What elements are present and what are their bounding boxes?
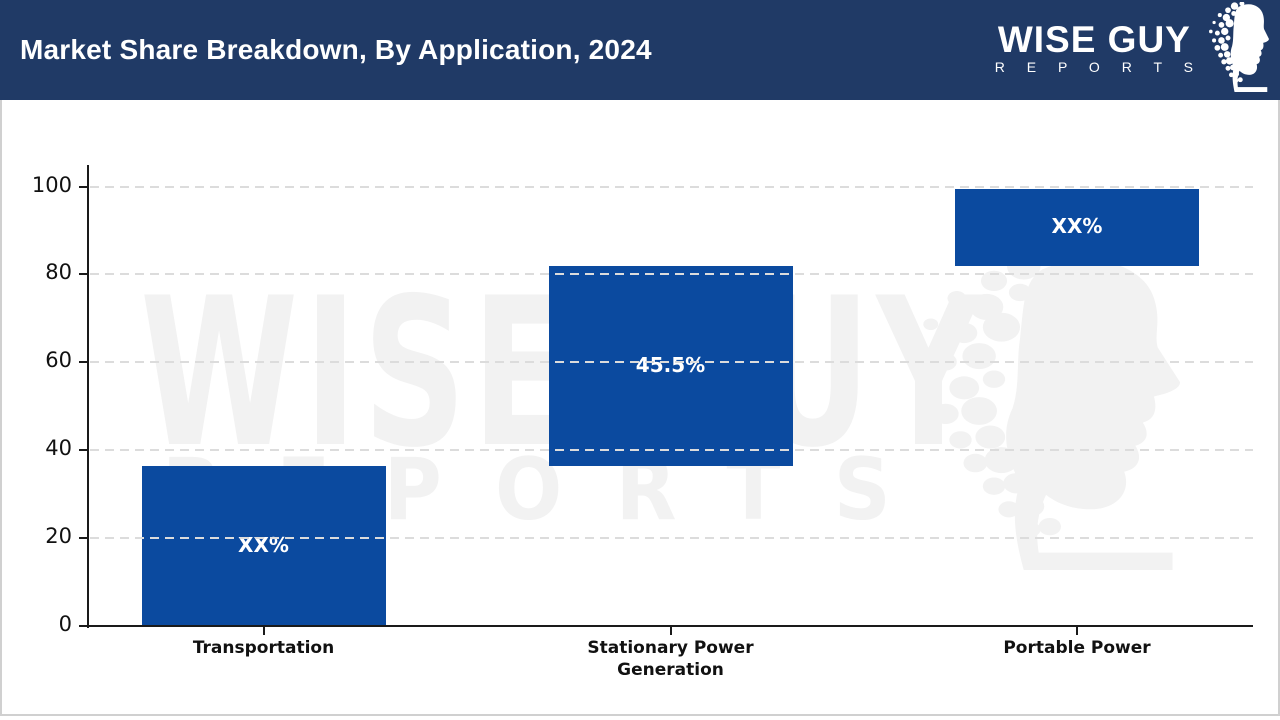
y-axis-tick-label: 40 [45,436,72,461]
gridline-20 [90,537,1253,540]
y-axis-tick-60 [79,361,88,364]
bar-value-label: 45.5% [635,352,706,377]
bar-portable-power: XX% [955,188,1199,266]
x-axis-tick-stationary-power-generation [669,627,672,635]
category-label-stationary-power-generation: Stationary Power Generation [501,638,841,682]
gridline-40 [90,449,1253,452]
category-label-line: Portable Power [1003,638,1151,658]
logo-subtitle: R E P O R T S [994,58,1202,75]
x-axis-tick-portable-power [1076,627,1078,635]
header-bar: Market Share Breakdown, By Application, … [0,0,1280,100]
wise-guy-logo: WISE GUY R E P O R T S [987,2,1270,92]
logo-wordmark: WISE GUY [997,19,1191,61]
y-axis-tick-label: 100 [31,172,72,197]
category-label-line: Stationary Power [587,638,754,658]
y-axis-tick-80 [79,273,88,276]
gridline-80 [90,273,1253,276]
category-label-line: Generation [617,659,724,680]
category-label-transportation: Transportation [94,638,434,660]
x-axis-tick-transportation [262,627,265,635]
y-axis-tick-label: 20 [45,524,72,549]
logo-head-icon [1209,2,1269,92]
bar-stationary-power-generation: 45.5% [548,265,793,466]
chart-plot-area: 0 20 40 60 80 100 XX% Transportation 45.5% Statio… [0,100,1280,720]
y-axis-tick-label: 0 [58,612,72,636]
gridline-60 [90,361,1253,364]
bar-value-label: XX% [238,532,289,557]
gridline-100 [90,185,1253,188]
y-axis-tick-100 [79,185,88,188]
bar-transportation: XX% [141,465,386,626]
page-title: Market Share Breakdown, By Application, … [20,34,652,65]
y-axis-tick-0 [79,625,88,627]
logo-text: WISE GUY R E P O R T S [987,19,1202,75]
x-axis-line [87,625,1253,627]
y-axis-line [87,165,89,628]
category-label-portable-power: Portable Power [907,638,1247,660]
y-axis-tick-label: 80 [45,260,72,285]
y-axis-tick-40 [79,449,88,452]
y-axis-tick-20 [79,537,88,540]
y-axis-tick-label: 60 [45,348,72,373]
category-label-line: Transportation [192,638,335,658]
bar-value-label: XX% [1051,214,1103,239]
